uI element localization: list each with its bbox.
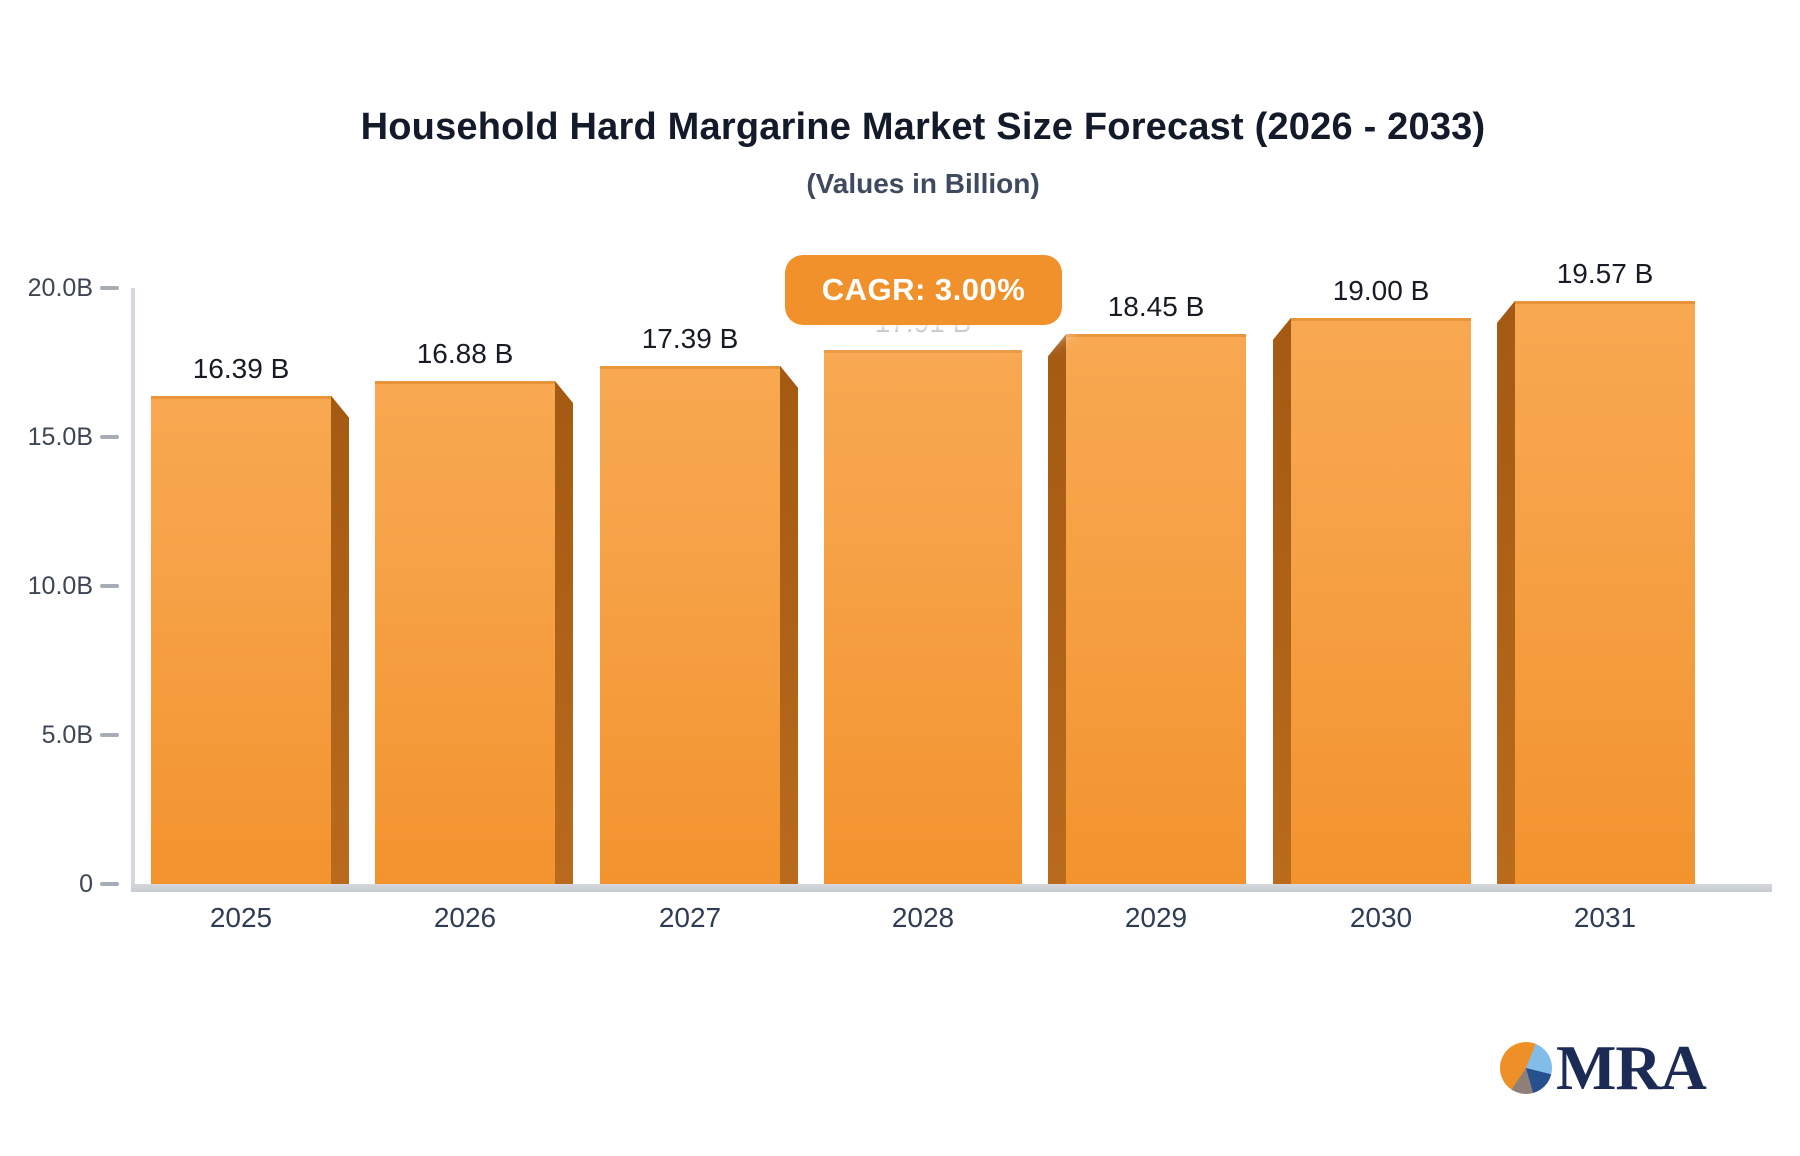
bar-value-label: 17.39 B [641, 322, 739, 354]
bar-face [1066, 334, 1246, 884]
x-axis-label: 2027 [658, 902, 722, 933]
bar-column [824, 350, 1022, 884]
bar-face [600, 365, 780, 884]
bar-face [1291, 317, 1471, 884]
x-axis-label: 2028 [891, 902, 955, 933]
bar-face [151, 395, 331, 884]
bar-column [600, 365, 798, 884]
bar-value-label: 18.45 B [1107, 291, 1205, 323]
y-axis-tick [100, 584, 119, 588]
mra-logo: MRA [1500, 1028, 1760, 1108]
y-axis-label: 20.0B [27, 274, 93, 302]
y-axis-label: 0 [79, 870, 93, 898]
bar-side-face [555, 380, 573, 884]
bar-face [824, 350, 1022, 884]
bar-column [375, 380, 573, 884]
y-axis-tick [100, 882, 119, 886]
bar-value-label: 16.88 B [416, 337, 514, 369]
bar-column [1497, 300, 1695, 884]
y-axis-tick [100, 733, 119, 737]
bar-column [151, 395, 349, 884]
bar-face [1515, 300, 1695, 884]
bar-side-face [331, 395, 349, 884]
bar-value-label: 19.57 B [1556, 257, 1654, 289]
pie-chart-icon [1500, 1042, 1552, 1094]
bar-value-label: 16.39 B [192, 352, 290, 384]
x-axis-label: 2031 [1573, 902, 1637, 933]
x-axis-label: 2025 [209, 902, 273, 933]
x-axis-label: 2026 [433, 902, 497, 933]
x-axis-label: 2030 [1349, 902, 1413, 933]
x-axis-baseline [131, 884, 1772, 892]
y-axis-label: 10.0B [27, 572, 93, 600]
bar-side-face [1048, 334, 1066, 884]
bar-side-face [1497, 300, 1515, 884]
y-axis-label: 15.0B [27, 423, 93, 451]
bar-face [375, 380, 555, 884]
chart-title: Household Hard Margarine Market Size For… [360, 106, 1486, 148]
y-axis-line [131, 288, 135, 886]
bar-value-label: 19.00 B [1332, 274, 1430, 306]
cagr-badge: CAGR: 3.00% [785, 255, 1062, 325]
chart-subtitle: (Values in Billion) [806, 168, 1040, 199]
bar-column [1048, 334, 1246, 884]
x-axis-label: 2029 [1124, 902, 1188, 933]
bar-column [1273, 317, 1471, 884]
y-axis-tick [100, 435, 119, 439]
logo-text: MRA [1556, 1032, 1707, 1103]
bar-side-face [1273, 317, 1291, 884]
bar-side-face [780, 365, 798, 884]
y-axis-label: 5.0B [41, 721, 93, 749]
y-axis-tick [100, 286, 119, 290]
